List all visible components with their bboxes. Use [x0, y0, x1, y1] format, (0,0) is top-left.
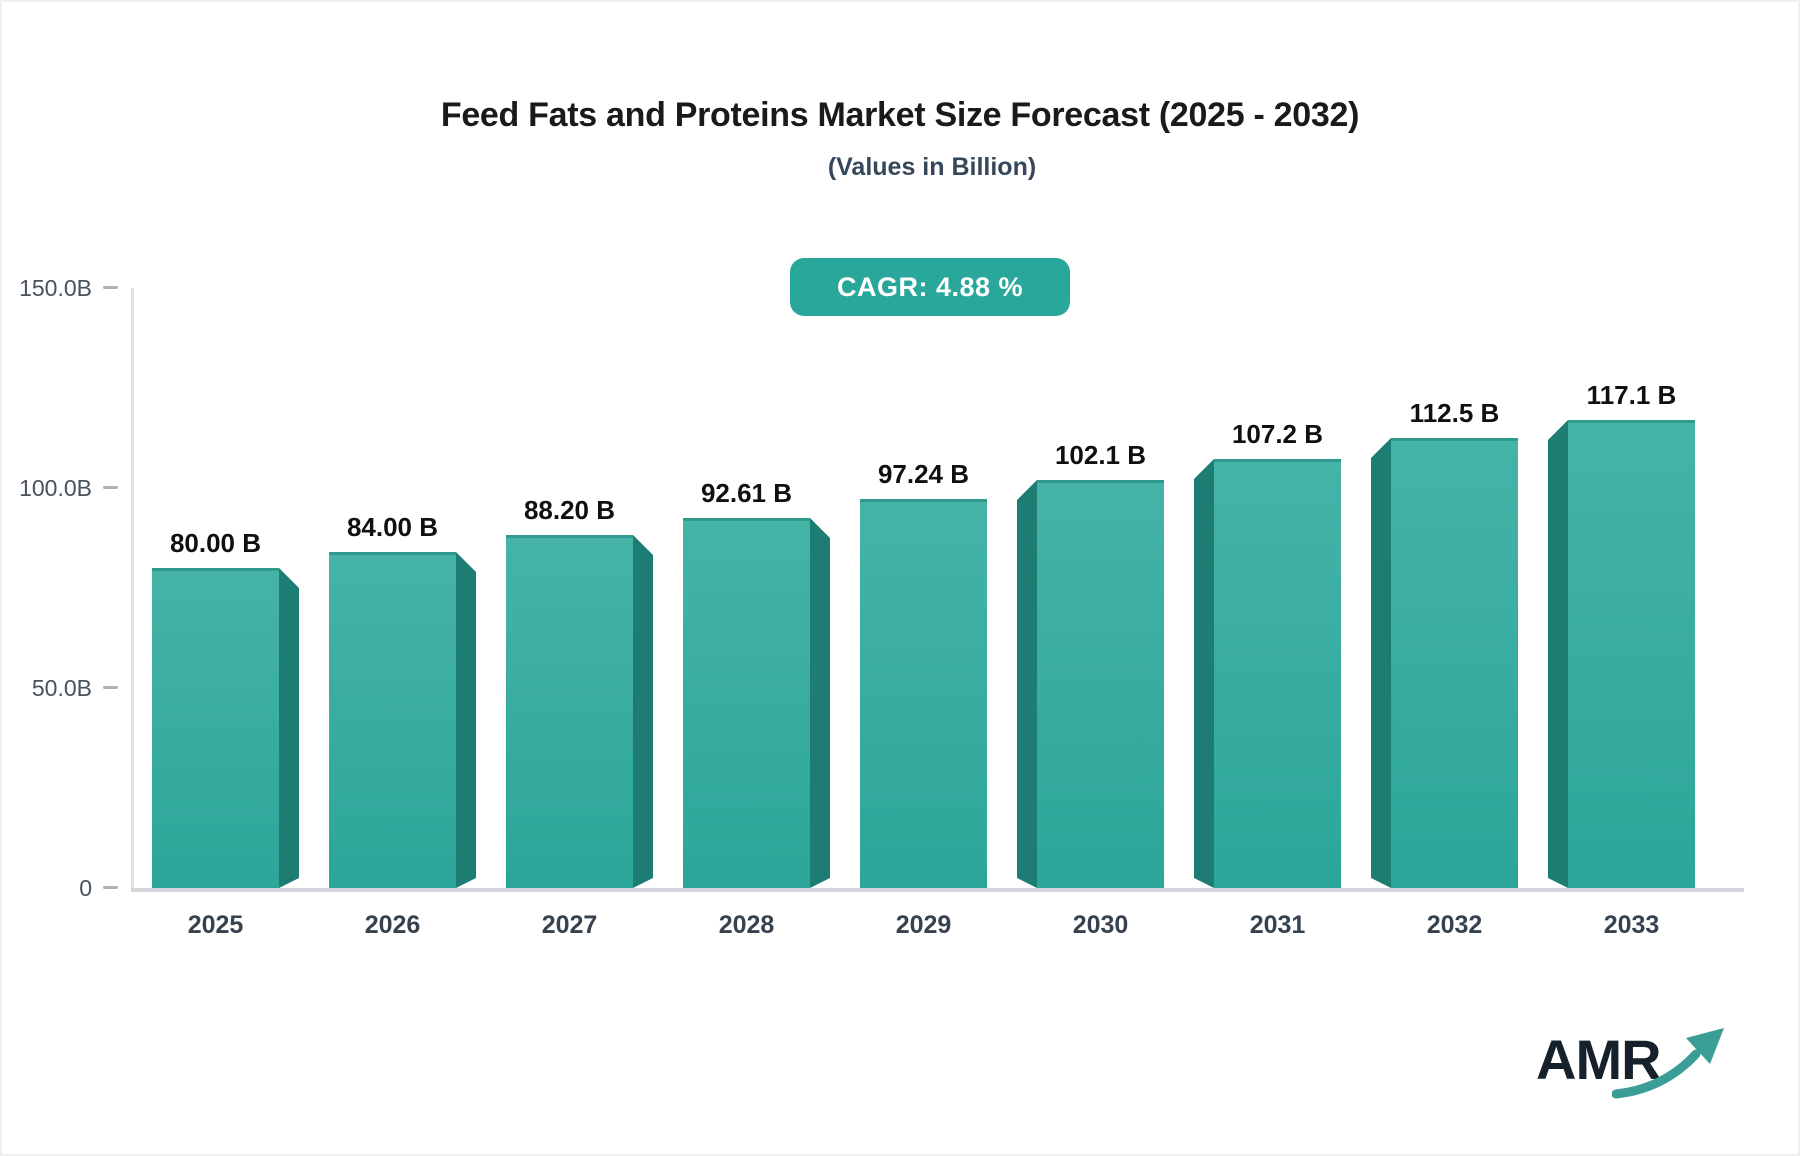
- x-axis-label: 2030: [1072, 911, 1129, 939]
- y-tick-mark: [103, 686, 118, 689]
- cagr-badge-label: CAGR: 4.88 %: [836, 271, 1024, 302]
- chart-title: Feed Fats and Proteins Market Size Forec…: [440, 96, 1360, 134]
- bar-2028: [683, 518, 810, 888]
- bar-value-label: 88.20 B: [523, 495, 616, 525]
- y-tick-mark: [103, 886, 118, 889]
- bar-2032: [1391, 438, 1518, 888]
- bar-value-label: 92.61 B: [700, 478, 793, 508]
- bar-2025: [152, 568, 279, 888]
- y-axis-line: [131, 288, 134, 892]
- x-axis-label: 2027: [541, 911, 598, 939]
- bar-2029: [860, 499, 987, 888]
- y-tick-label: 0: [79, 875, 92, 901]
- bar-2033: [1568, 420, 1695, 888]
- bar-side-panel: [1017, 480, 1037, 888]
- chart-subtitle: (Values in Billion): [827, 153, 1037, 181]
- bar-value-label: 80.00 B: [169, 528, 262, 558]
- bar-2026: [329, 552, 456, 888]
- x-axis-line: [131, 888, 1744, 892]
- bar-side-panel: [633, 535, 653, 888]
- growth-arrow-icon: [1612, 1028, 1724, 1099]
- cagr-badge: CAGR: 4.88 %: [790, 258, 1070, 316]
- bar-side-panel: [1194, 459, 1214, 888]
- bar-side-panel: [456, 552, 476, 888]
- bar-2027: [506, 535, 633, 888]
- amr-logo-text: AMR: [1536, 1028, 1662, 1091]
- y-tick-mark: [103, 486, 118, 489]
- x-axis-label: 2033: [1603, 911, 1660, 939]
- bar-value-label: 84.00 B: [346, 512, 439, 542]
- x-axis-label: 2026: [364, 911, 421, 939]
- bar-value-label: 117.1 B: [1586, 380, 1677, 410]
- bar-side-panel: [810, 518, 830, 888]
- bar-value-label: 102.1 B: [1054, 440, 1147, 470]
- x-axis-label: 2025: [187, 911, 244, 939]
- y-tick-label: 50.0B: [31, 675, 92, 701]
- bar-side-panel: [1371, 438, 1391, 888]
- bar-2030: [1037, 480, 1164, 888]
- bar-value-label: 112.5 B: [1409, 398, 1500, 428]
- bar-2031: [1214, 459, 1341, 888]
- bar-value-label: 97.24 B: [877, 459, 970, 489]
- x-axis-label: 2031: [1249, 911, 1306, 939]
- x-axis-label: 2029: [895, 911, 952, 939]
- y-tick-label: 150.0B: [19, 275, 92, 301]
- bar-side-panel: [1548, 420, 1568, 888]
- x-axis-label: 2032: [1426, 911, 1483, 939]
- x-axis-label: 2028: [718, 911, 775, 939]
- bar-side-panel: [279, 568, 299, 888]
- bar-value-label: 107.2 B: [1231, 419, 1324, 449]
- y-tick-mark: [103, 286, 118, 289]
- y-tick-label: 100.0B: [19, 475, 92, 501]
- amr-logo: AMR: [1530, 1028, 1724, 1112]
